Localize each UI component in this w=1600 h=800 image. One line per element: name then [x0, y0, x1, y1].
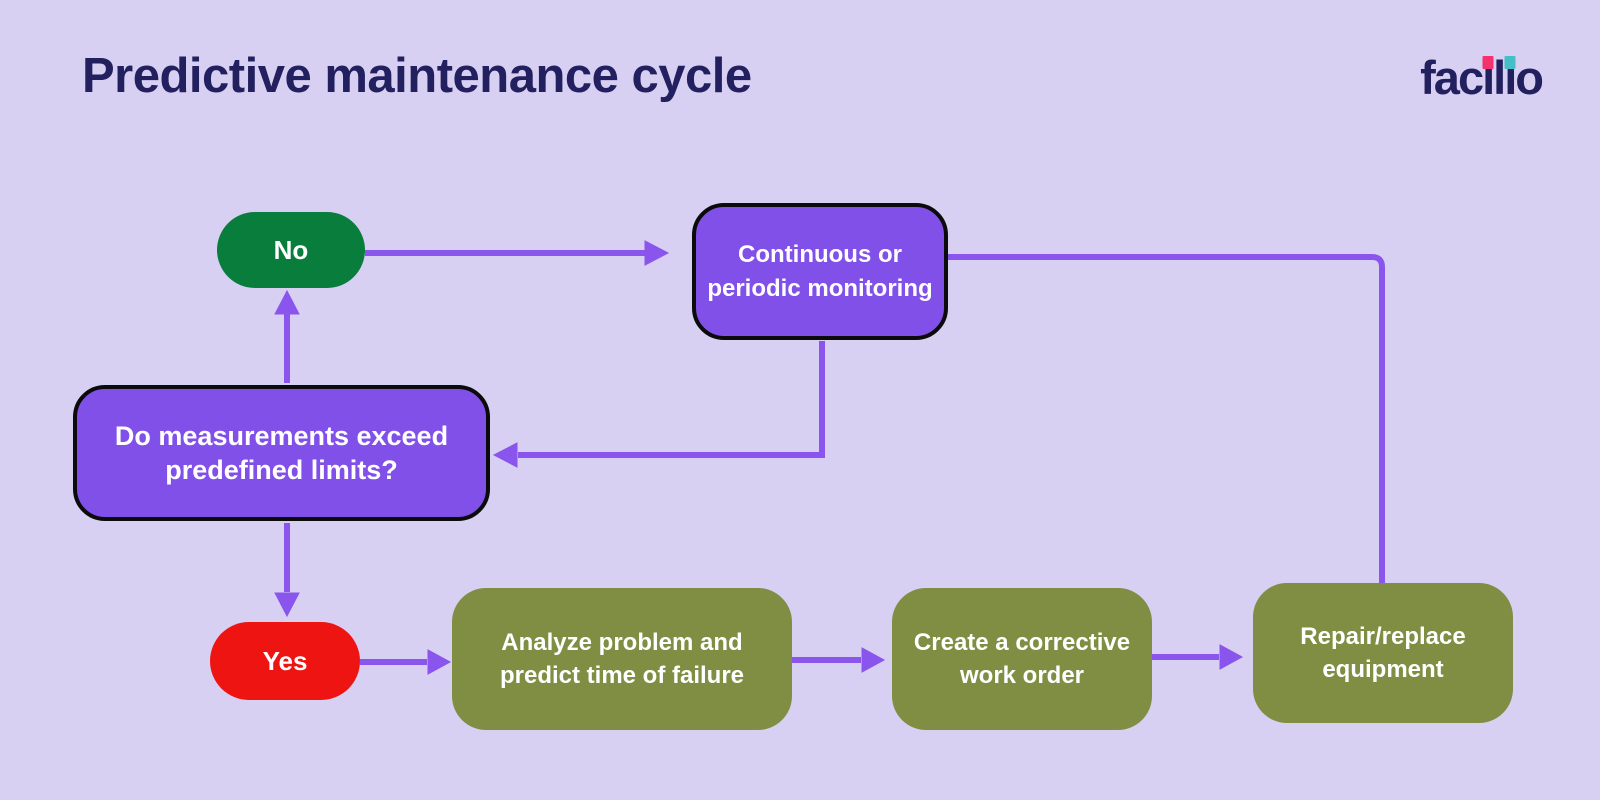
- node-repair-line1: Repair/replace: [1300, 623, 1466, 650]
- node-limits-line2: predefined limits?: [165, 455, 398, 485]
- logo-letter-o: o: [1515, 51, 1544, 104]
- node-measurements-exceed-limits: Do measurements exceed predefined limits…: [73, 385, 490, 521]
- node-workorder-line1: Create a corrective: [913, 629, 1131, 656]
- node-monitoring-line2: periodic monitoring: [707, 274, 933, 302]
- arrowhead-into-no: [274, 289, 300, 315]
- logo-pink-dot: [1482, 56, 1494, 69]
- logo-letters-fac: fac: [1420, 51, 1484, 104]
- arrowhead-into-monitoring: [644, 240, 670, 266]
- node-repair-line2: equipment: [1322, 656, 1444, 683]
- node-create-work-order: Create a corrective work order: [892, 588, 1152, 730]
- arrow-monitoring-to-limits: [518, 341, 825, 458]
- line-repair-to-monitoring: [948, 254, 1385, 583]
- facilio-logo: facı lı o: [1420, 51, 1544, 104]
- node-continuous-monitoring: Continuous or periodic monitoring: [692, 203, 948, 340]
- logo-letter-l: l: [1493, 51, 1506, 104]
- page-title: Predictive maintenance cycle: [82, 49, 752, 103]
- logo-letter-i1: ı: [1482, 51, 1495, 104]
- node-limits-line1: Do measurements exceed: [114, 421, 449, 451]
- arrowhead-into-limits: [492, 442, 518, 468]
- node-repair-replace: Repair/replace equipment: [1253, 583, 1513, 723]
- node-no: No: [217, 212, 365, 288]
- node-analyze-problem: Analyze problem and predict time of fail…: [452, 588, 792, 730]
- node-analyze-line2: predict time of failure: [499, 662, 745, 689]
- arrowhead-into-repair: [1219, 644, 1244, 670]
- arrowhead-into-yes: [274, 592, 300, 618]
- node-yes: Yes: [210, 622, 360, 700]
- node-workorder-line2: work order: [959, 662, 1085, 689]
- logo-letter-i2: ı: [1504, 51, 1517, 104]
- logo-teal-dot: [1504, 56, 1516, 69]
- node-analyze-line1: Analyze problem and: [501, 629, 743, 656]
- arrowhead-into-workorder: [861, 647, 886, 673]
- node-no-label: No: [273, 234, 309, 265]
- node-yes-label: Yes: [262, 645, 308, 676]
- arrowhead-into-analyze: [427, 649, 452, 675]
- node-monitoring-line1: Continuous or: [738, 240, 902, 268]
